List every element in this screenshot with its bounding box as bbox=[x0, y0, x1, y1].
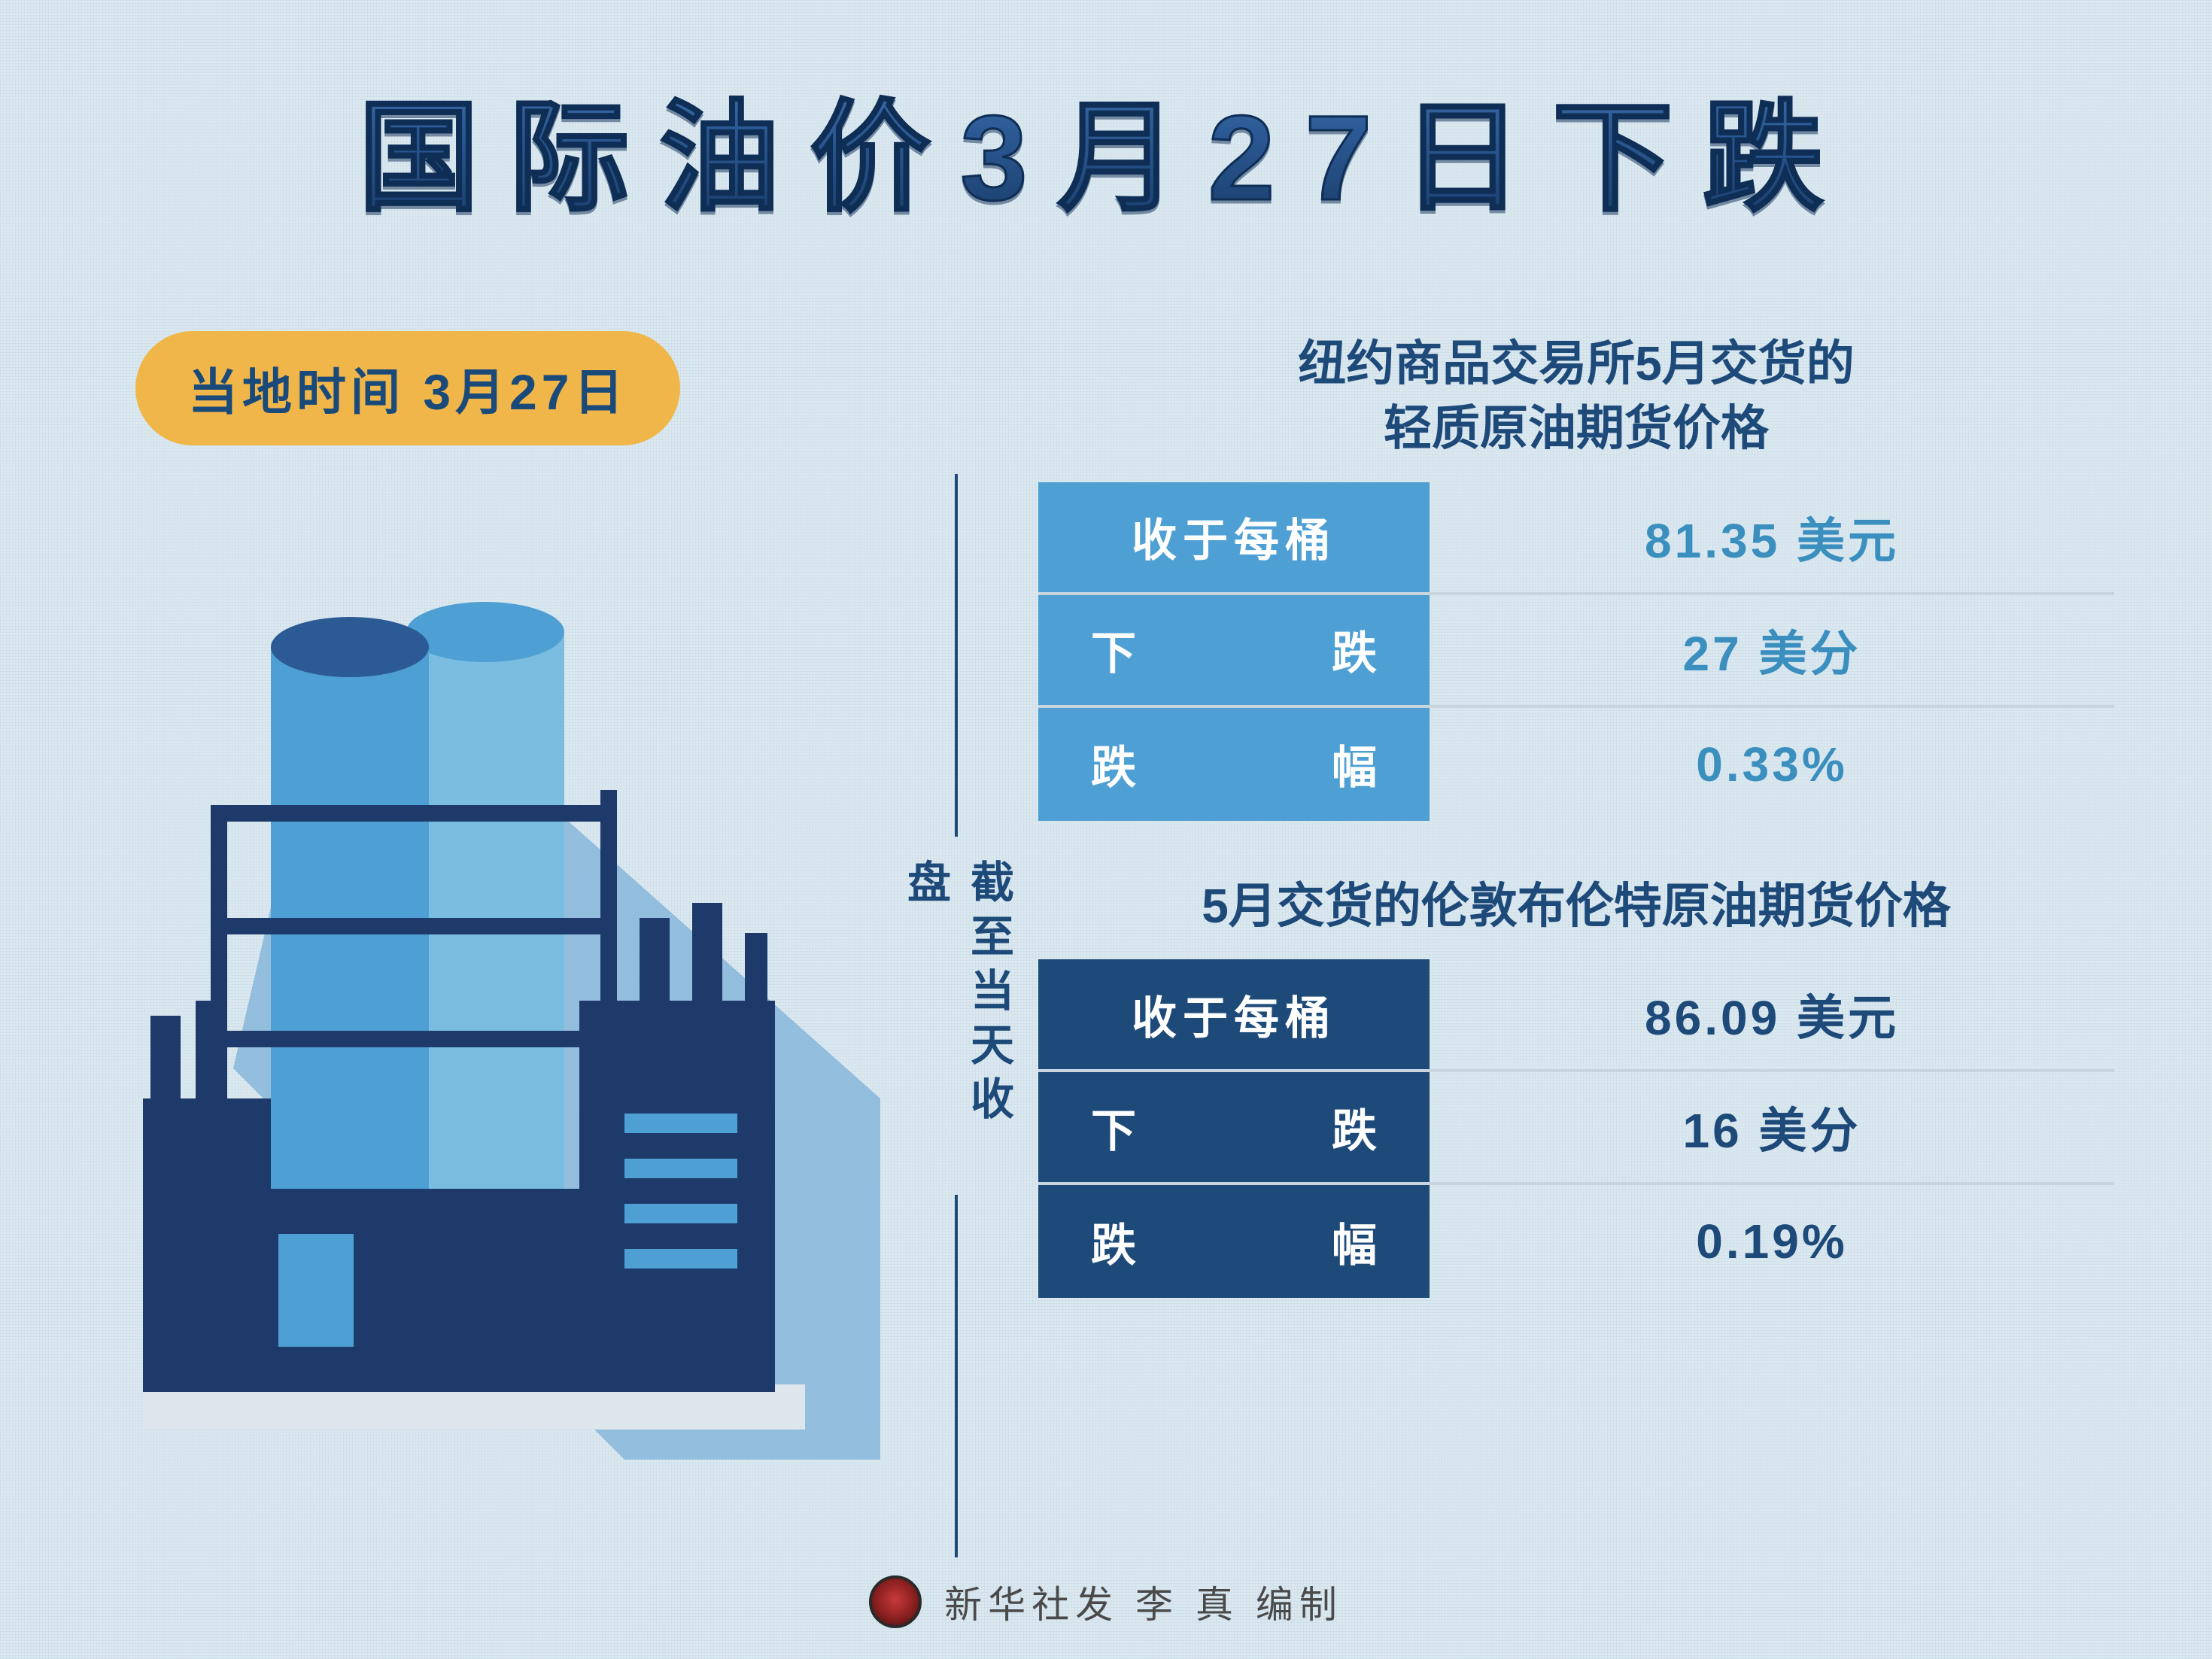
row-label: 跌幅 bbox=[1038, 1185, 1430, 1298]
page-title: 国际油价3月27日下跌 bbox=[0, 0, 2212, 235]
row-label: 下跌 bbox=[1038, 595, 1430, 705]
section-title: 5月交货的伦敦布伦特原油期货价格 bbox=[1038, 874, 2114, 938]
row-value: 0.33% bbox=[1430, 708, 2114, 821]
refinery-illustration bbox=[98, 527, 880, 1460]
price-table: 收于每桶 81.35 美元 下跌 27 美分 跌幅 0.33% bbox=[1038, 482, 2114, 821]
row-value: 16 美分 bbox=[1430, 1072, 2114, 1182]
xinhua-logo-icon bbox=[869, 1575, 922, 1628]
data-panel: 截至当天收盘 纽约商品交易所5月交货的 轻质原油期货价格 收于每桶 81.35 … bbox=[956, 331, 2129, 1351]
footer-credit: 新华社发 李 真 编制 bbox=[0, 1575, 2212, 1629]
row-value: 81.35 美元 bbox=[1430, 482, 2114, 592]
date-pill: 当地时间 3月27日 bbox=[135, 331, 680, 445]
row-label: 收于每桶 bbox=[1038, 482, 1430, 592]
row-value: 86.09 美元 bbox=[1430, 959, 2114, 1069]
price-table: 收于每桶 86.09 美元 下跌 16 美分 跌幅 0.19% bbox=[1038, 959, 2114, 1298]
table-row: 跌幅 0.33% bbox=[1038, 708, 2114, 821]
row-label: 下跌 bbox=[1038, 1072, 1430, 1182]
row-label: 跌幅 bbox=[1038, 708, 1430, 821]
section-nymex: 纽约商品交易所5月交货的 轻质原油期货价格 收于每桶 81.35 美元 下跌 2… bbox=[1038, 331, 2114, 821]
vertical-label: 截至当天收盘 bbox=[893, 837, 1019, 1195]
table-row: 下跌 27 美分 bbox=[1038, 595, 2114, 708]
section-brent: 5月交货的伦敦布伦特原油期货价格 收于每桶 86.09 美元 下跌 16 美分 … bbox=[1038, 874, 2114, 1298]
row-value: 0.19% bbox=[1430, 1185, 2114, 1298]
table-row: 收于每桶 86.09 美元 bbox=[1038, 959, 2114, 1072]
section-title: 纽约商品交易所5月交货的 轻质原油期货价格 bbox=[1038, 331, 2114, 461]
row-value: 27 美分 bbox=[1430, 595, 2114, 705]
row-label: 收于每桶 bbox=[1038, 959, 1430, 1069]
table-row: 下跌 16 美分 bbox=[1038, 1072, 2114, 1185]
footer-text: 新华社发 李 真 编制 bbox=[944, 1575, 1343, 1629]
table-row: 收于每桶 81.35 美元 bbox=[1038, 482, 2114, 595]
table-row: 跌幅 0.19% bbox=[1038, 1185, 2114, 1298]
vertical-divider: 截至当天收盘 bbox=[956, 474, 957, 1557]
